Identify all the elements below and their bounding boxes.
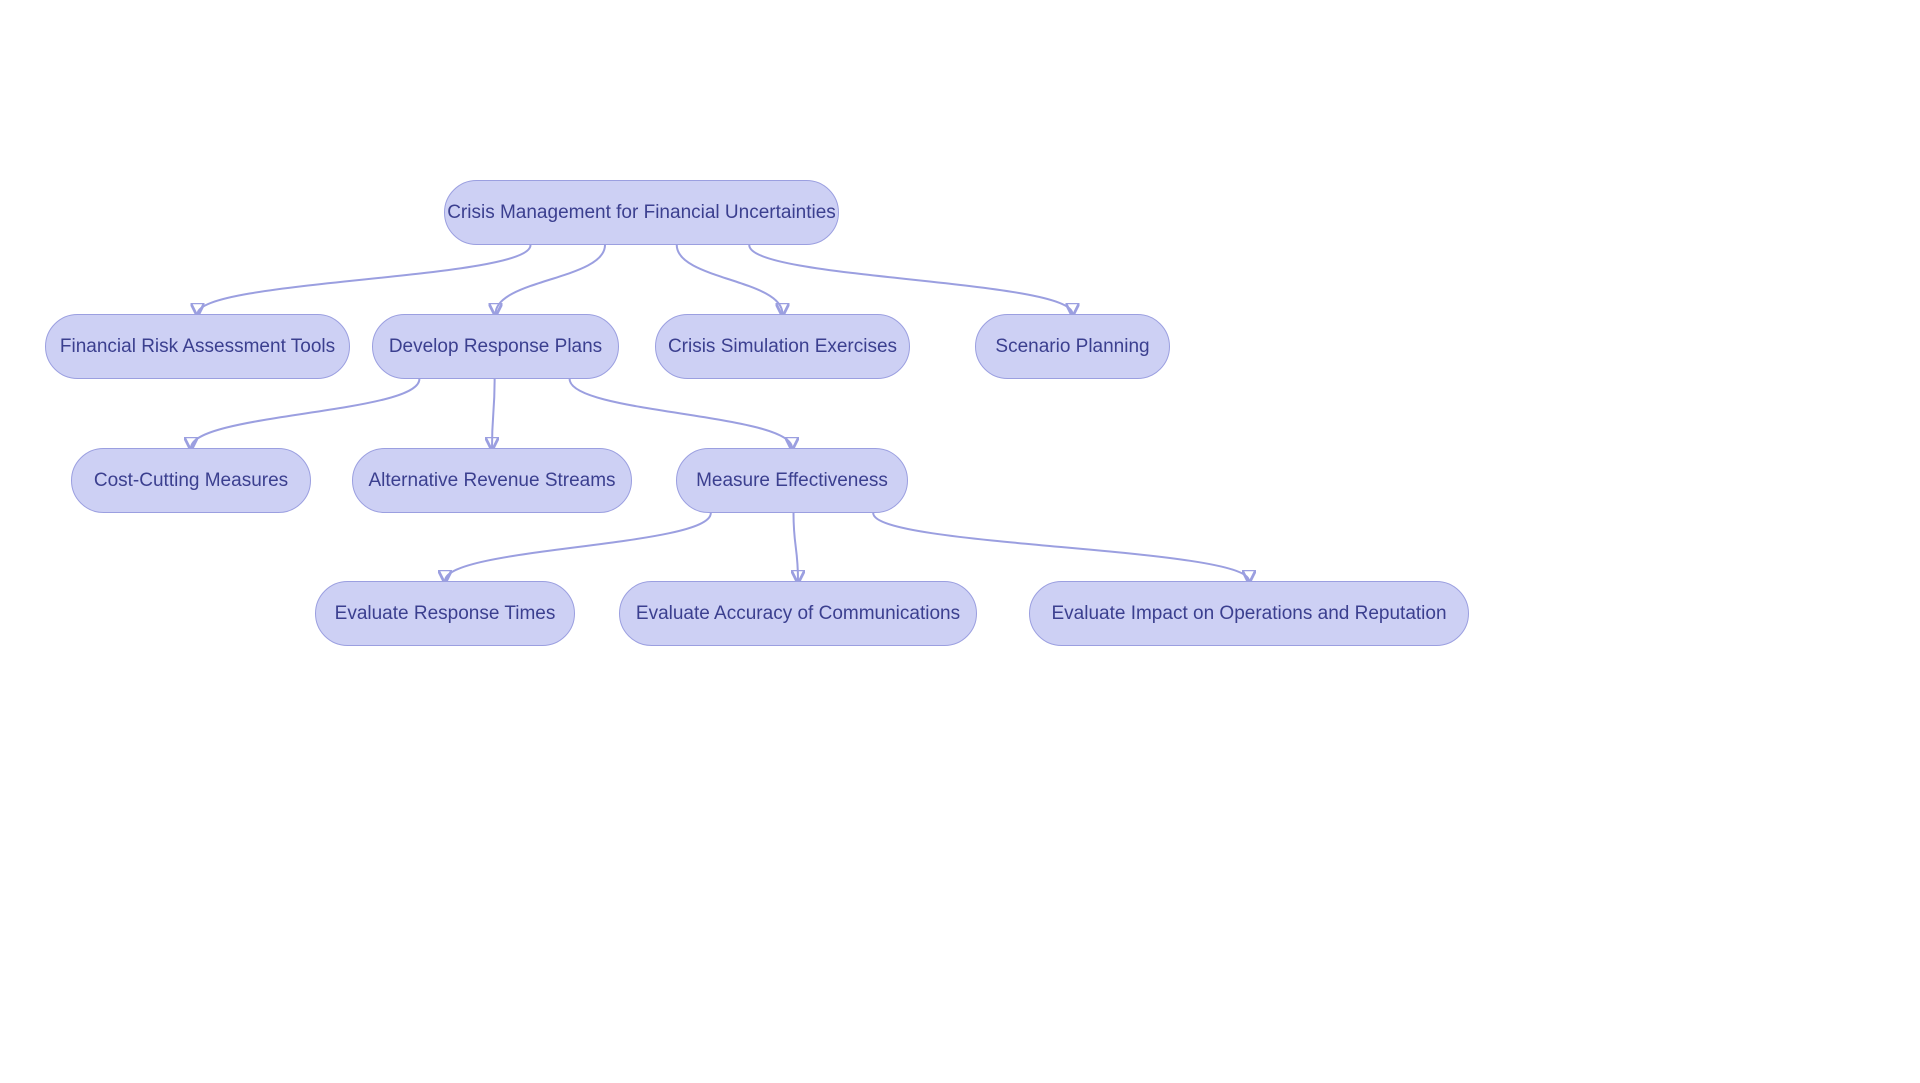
node-rimp: Evaluate Impact on Operations and Reputa… [1029,581,1469,646]
diagram-canvas: Crisis Management for Financial Uncertai… [0,0,1920,1083]
node-develop: Develop Response Plans [372,314,619,379]
edge-root-sim [677,245,783,314]
node-cost: Cost-Cutting Measures [71,448,311,513]
node-sim: Crisis Simulation Exercises [655,314,910,379]
node-scen: Scenario Planning [975,314,1170,379]
edge-measure-racc [794,513,799,581]
node-measure: Measure Effectiveness [676,448,908,513]
node-rtime: Evaluate Response Times [315,581,575,646]
edges-layer [0,0,1920,1083]
edge-develop-cost [191,379,419,448]
node-tools: Financial Risk Assessment Tools [45,314,350,379]
edge-root-scen [749,245,1072,314]
edge-root-tools [198,245,531,314]
edge-develop-alt [492,379,495,448]
edge-measure-rtime [445,513,711,581]
edge-root-develop [496,245,606,314]
node-racc: Evaluate Accuracy of Communications [619,581,977,646]
edge-develop-measure [570,379,792,448]
node-alt: Alternative Revenue Streams [352,448,632,513]
node-root: Crisis Management for Financial Uncertai… [444,180,839,245]
edge-measure-rimp [873,513,1249,581]
